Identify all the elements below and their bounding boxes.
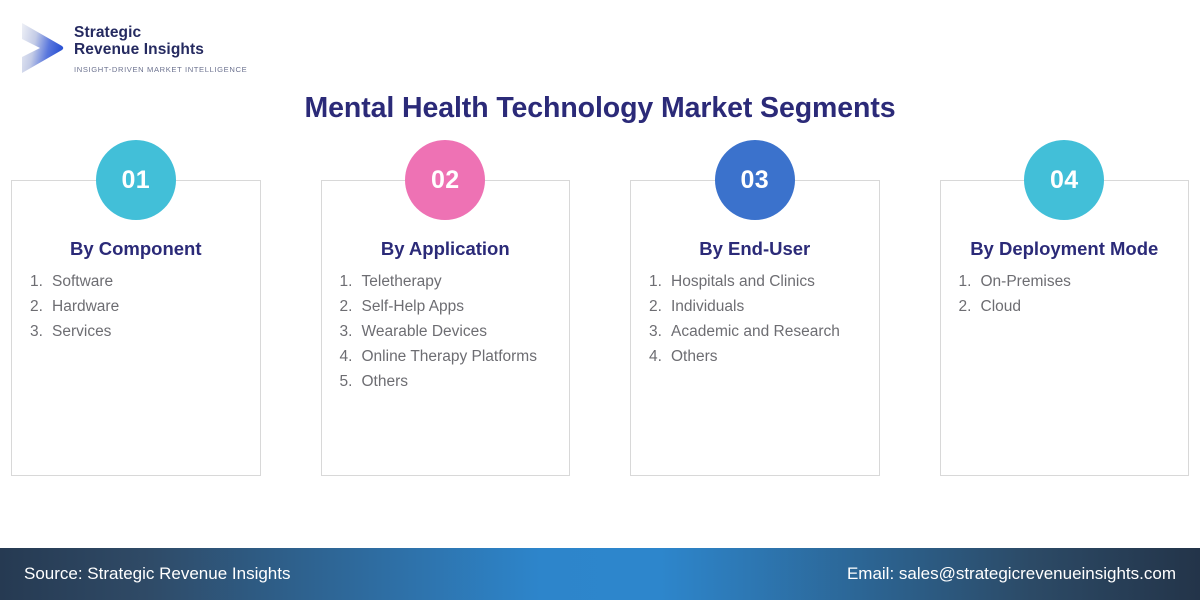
segment-list-1: Software Hardware Services	[12, 269, 260, 344]
segment-title-1: By Component	[69, 238, 202, 259]
segment-badge-2: 02	[405, 140, 486, 220]
segment-list-2: Teletherapy Self-Help Apps Wearable Devi…	[322, 269, 570, 394]
segment-card-4: 04 By Deployment Mode On-Premises Cloud	[939, 140, 1189, 476]
list-item: Software	[30, 269, 114, 294]
segment-list-3: Hospitals and Clinics Individuals Academ…	[631, 269, 879, 369]
segment-badge-1: 01	[95, 140, 176, 220]
segment-title-4: By Deployment Mode	[970, 238, 1159, 259]
segment-list-4: On-Premises Cloud	[941, 269, 1189, 319]
list-item: On-Premises	[959, 269, 1071, 294]
segment-card-1: 01 By Component Software Hardware Servic…	[11, 140, 261, 476]
list-item: Hospitals and Clinics	[649, 269, 815, 294]
logo-tagline: INSIGHT-DRIVEN MARKET INTELLIGENCE	[74, 65, 248, 75]
list-item: Others	[340, 369, 409, 394]
segment-badge-4: 04	[1024, 140, 1105, 220]
chevron-right-icon	[22, 23, 64, 73]
list-item: Others	[649, 344, 718, 369]
footer-email: Email: sales@strategicrevenueinsights.co…	[846, 564, 1176, 583]
list-item: Services	[30, 319, 112, 344]
segment-card-3: 03 By End-User Hospitals and Clinics Ind…	[630, 140, 880, 476]
list-item: Hardware	[30, 294, 120, 319]
page-title: Mental Health Technology Market Segments	[304, 92, 896, 124]
footer-bar: Source: Strategic Revenue Insights Email…	[0, 548, 1200, 600]
segment-title-3: By End-User	[699, 238, 811, 259]
list-item: Academic and Research	[649, 319, 840, 344]
footer-source: Source: Strategic Revenue Insights	[24, 564, 291, 583]
logo-text-block: Strategic Revenue Insights INSIGHT-DRIVE…	[74, 20, 247, 74]
logo-company-name: Strategic Revenue Insights	[74, 24, 204, 58]
list-item: Individuals	[649, 294, 745, 319]
list-item: Self-Help Apps	[340, 294, 465, 319]
segment-card-2: 02 By Application Teletherapy Self-Help …	[320, 140, 570, 476]
list-item: Online Therapy Platforms	[340, 344, 537, 369]
list-item: Wearable Devices	[340, 319, 488, 344]
list-item: Teletherapy	[340, 269, 442, 294]
segment-badge-3: 03	[714, 140, 795, 220]
segment-cards-container: 01 By Component Software Hardware Servic…	[11, 140, 1189, 476]
segment-title-2: By Application	[380, 238, 510, 259]
list-item: Cloud	[959, 294, 1022, 319]
brand-logo: Strategic Revenue Insights INSIGHT-DRIVE…	[18, 20, 247, 76]
